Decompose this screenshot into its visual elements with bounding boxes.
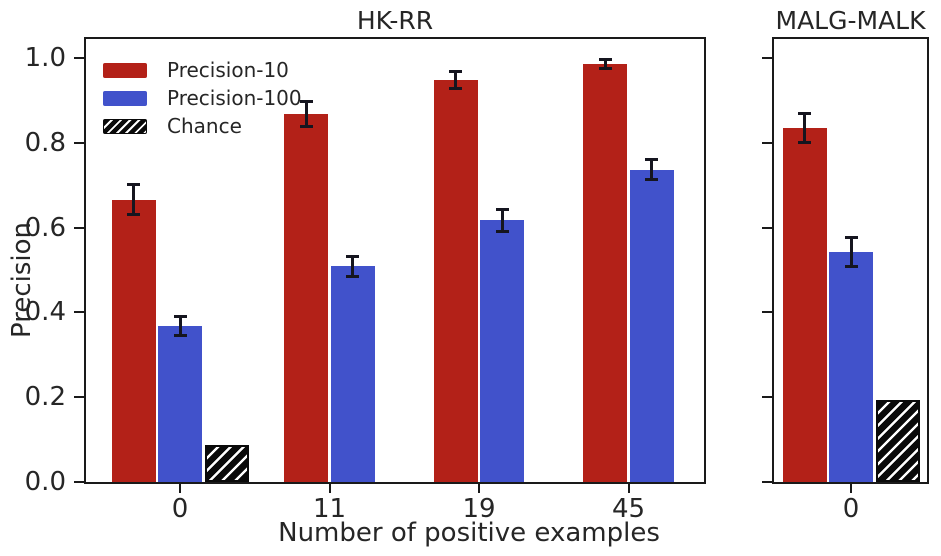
bar-precision-100-group-2 bbox=[480, 220, 525, 482]
error-bar bbox=[803, 113, 806, 143]
y-tick-label: 1.0 bbox=[24, 43, 66, 74]
error-bar-cap bbox=[495, 207, 509, 211]
error-bar bbox=[500, 208, 504, 233]
bar-chance-group-0 bbox=[875, 399, 920, 482]
y-tick bbox=[74, 481, 84, 483]
y-tick-label: 0.6 bbox=[24, 212, 66, 243]
error-bar-cap bbox=[798, 112, 811, 116]
bar-precision-10-group-1 bbox=[284, 114, 329, 482]
x-tick-label: 0 bbox=[842, 494, 860, 524]
bar-chance-group-0 bbox=[204, 445, 249, 482]
error-bar-cap bbox=[844, 236, 858, 240]
x-tick bbox=[627, 484, 630, 493]
y-tick bbox=[762, 481, 772, 483]
error-bar-cap bbox=[645, 177, 659, 181]
y-tick bbox=[762, 57, 772, 60]
x-tick-label: 19 bbox=[462, 494, 496, 524]
error-bar bbox=[178, 315, 182, 337]
right-panel-title: MALG-MALK bbox=[775, 6, 926, 35]
legend-item-chance: Chance bbox=[103, 112, 302, 140]
x-tick-label: 11 bbox=[312, 494, 347, 524]
bar-precision-10-group-3 bbox=[583, 64, 628, 482]
malg-malk-plot-area: 0 bbox=[762, 37, 929, 522]
x-tick bbox=[328, 484, 331, 493]
error-bar bbox=[650, 159, 654, 180]
bar-precision-100-group-3 bbox=[629, 169, 674, 482]
legend-label: Precision-10 bbox=[167, 58, 289, 82]
bar-precision-100-group-0 bbox=[158, 326, 202, 482]
x-axis-label: Number of positive examples bbox=[278, 518, 660, 548]
error-bar bbox=[454, 70, 458, 90]
error-bar-cap bbox=[299, 100, 313, 104]
error-bar bbox=[603, 58, 607, 70]
y-tick-label: 0.2 bbox=[24, 382, 66, 413]
y-tick bbox=[762, 141, 772, 144]
y-tick bbox=[74, 226, 84, 229]
y-tick bbox=[74, 311, 84, 314]
error-bar-cap bbox=[127, 213, 140, 217]
y-tick bbox=[762, 396, 772, 399]
hk-rr-plot-area: 0.0 0.2 0.4 0.6 0.8 1.0 0 11 19 45 Precision-10 Pre… bbox=[25, 37, 706, 522]
x-tick bbox=[478, 484, 480, 493]
error-bar-cap bbox=[449, 69, 463, 73]
error-bar-cap bbox=[598, 57, 612, 61]
bar-precision-10-group-2 bbox=[433, 80, 478, 482]
error-bar-cap bbox=[598, 67, 612, 71]
error-bar-cap bbox=[495, 230, 509, 234]
error-bar-cap bbox=[449, 87, 463, 91]
y-axis-label: Precision bbox=[7, 221, 37, 339]
error-bar-cap bbox=[346, 274, 360, 278]
x-tick bbox=[179, 484, 181, 493]
legend-swatch-precision-100 bbox=[103, 90, 147, 106]
error-bar bbox=[132, 183, 135, 216]
legend-item-precision-10: Precision-10 bbox=[103, 56, 302, 84]
error-bar-cap bbox=[798, 140, 811, 144]
error-bar-cap bbox=[346, 254, 360, 258]
error-bar bbox=[304, 101, 308, 127]
error-bar-cap bbox=[173, 334, 187, 338]
bar-precision-10-group-0 bbox=[782, 128, 827, 482]
y-tick bbox=[762, 226, 772, 229]
legend-swatch-chance bbox=[103, 118, 147, 134]
error-bar-cap bbox=[173, 314, 187, 318]
error-bar bbox=[849, 237, 853, 268]
bar-precision-100-group-0 bbox=[829, 252, 873, 482]
legend: Precision-10 Precision-100 Chance bbox=[103, 56, 302, 140]
legend-swatch-precision-10 bbox=[103, 62, 147, 78]
bar-precision-10-group-0 bbox=[111, 199, 156, 482]
left-panel-title: HK-RR bbox=[356, 6, 434, 35]
legend-label: Precision-100 bbox=[167, 86, 302, 110]
error-bar-cap bbox=[299, 124, 313, 128]
error-bar-cap bbox=[127, 182, 140, 186]
x-tick-label: 45 bbox=[611, 494, 646, 524]
legend-item-precision-100: Precision-100 bbox=[103, 84, 302, 112]
y-tick bbox=[74, 396, 84, 399]
bar-precision-100-group-1 bbox=[330, 266, 375, 482]
x-tick-label: 0 bbox=[171, 494, 189, 524]
y-tick bbox=[74, 141, 84, 144]
error-bar-cap bbox=[645, 158, 659, 162]
y-tick bbox=[762, 311, 772, 314]
y-tick-label: 0.0 bbox=[24, 467, 66, 497]
legend-label: Chance bbox=[167, 114, 242, 138]
y-tick-label: 0.4 bbox=[24, 297, 66, 328]
error-bar bbox=[351, 255, 355, 277]
error-bar-cap bbox=[844, 265, 858, 269]
x-tick bbox=[850, 484, 852, 493]
y-tick bbox=[74, 57, 84, 60]
y-tick-label: 0.8 bbox=[24, 127, 66, 158]
